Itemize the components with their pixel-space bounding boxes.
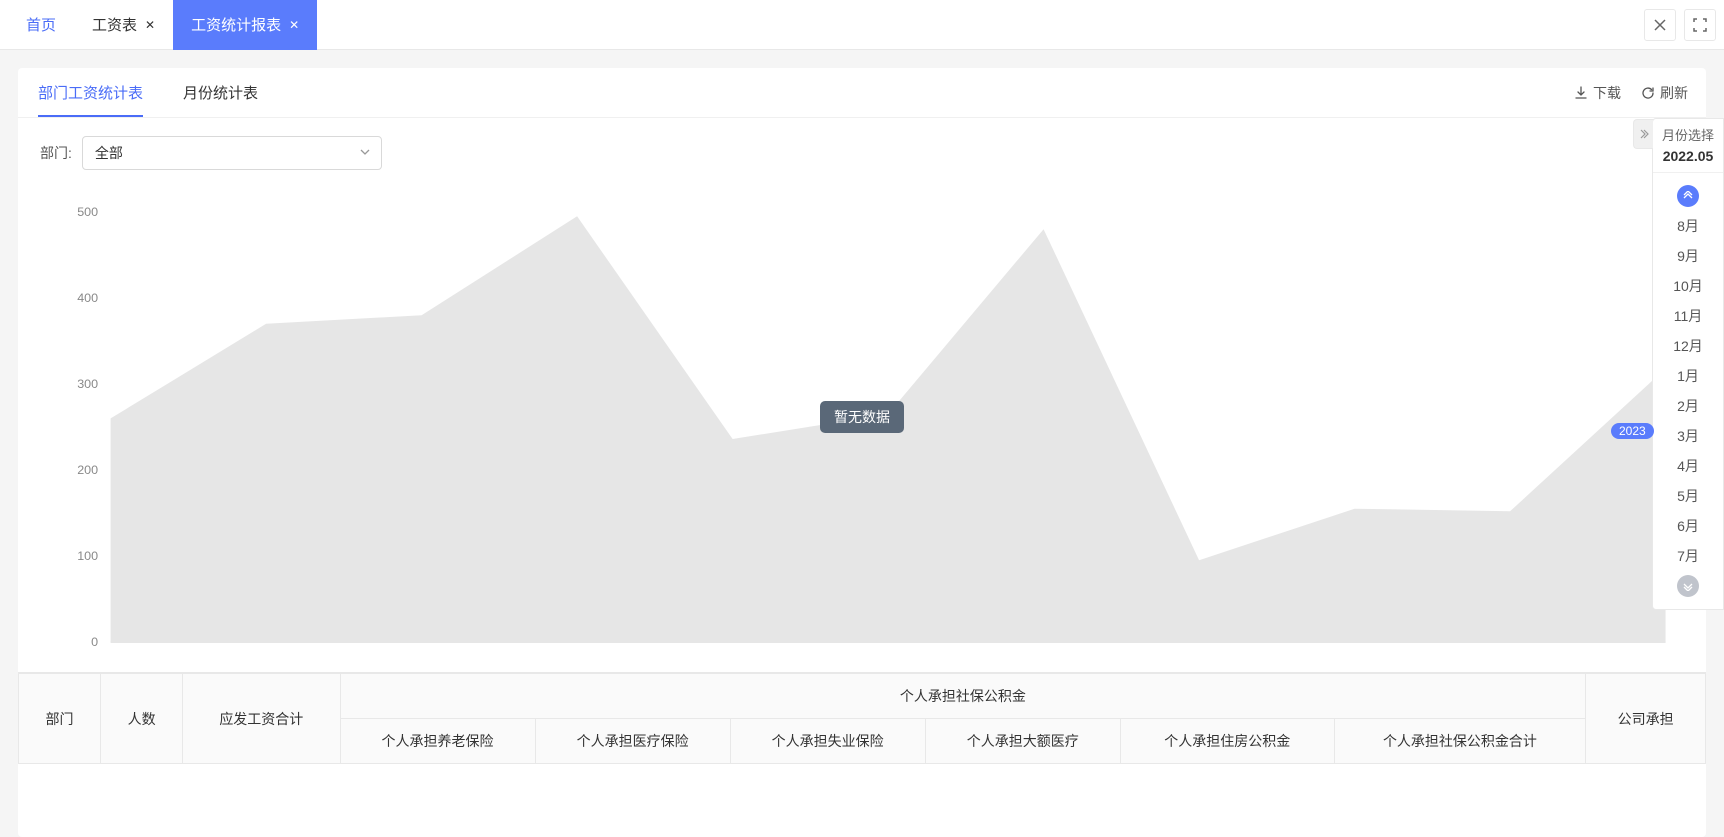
no-data-text: 暂无数据 xyxy=(834,409,890,425)
close-icon[interactable]: ✕ xyxy=(289,18,299,32)
month-item[interactable]: 1月 xyxy=(1653,361,1723,391)
sub-tabs: 部门工资统计表 月份统计表 xyxy=(18,68,278,117)
dept-select[interactable]: 全部 xyxy=(82,136,382,170)
scroll-up-button[interactable] xyxy=(1677,185,1699,207)
col-pension: 个人承担养老保险 xyxy=(340,719,535,764)
refresh-icon xyxy=(1641,86,1655,100)
col-company-partial: 公司承担 xyxy=(1586,674,1706,764)
content-card: 部门工资统计表 月份统计表 下载 刷新 部门: 全部 xyxy=(18,68,1706,837)
download-icon xyxy=(1574,86,1588,100)
main-content-area: 部门工资统计表 月份统计表 下载 刷新 部门: 全部 xyxy=(0,50,1724,837)
download-label: 下载 xyxy=(1593,83,1621,103)
month-item[interactable]: 2月 xyxy=(1653,391,1723,421)
top-tabs-bar: 首页 工资表 ✕ 工资统计报表 ✕ xyxy=(0,0,1724,50)
tab-label: 工资统计报表 xyxy=(191,14,281,35)
svg-text:200: 200 xyxy=(77,463,98,477)
svg-text:0: 0 xyxy=(91,635,98,649)
month-item[interactable]: 12月 xyxy=(1653,331,1723,361)
col-unemployment: 个人承担失业保险 xyxy=(730,719,925,764)
chart-container: 0 100 200 300 400 500 暂无数据 xyxy=(18,182,1706,672)
svg-text:400: 400 xyxy=(77,291,98,305)
subtab-dept-stats[interactable]: 部门工资统计表 xyxy=(18,68,163,117)
month-item[interactable]: 8月 xyxy=(1653,211,1723,241)
salary-table: 部门 人数 应发工资合计 个人承担社保公积金 公司承担 个人承担养老保险 个人承… xyxy=(18,673,1706,764)
col-dept: 部门 xyxy=(19,674,101,764)
top-tabs-right-actions xyxy=(1644,9,1716,41)
month-panel-title: 月份选择 xyxy=(1653,119,1723,146)
select-value: 全部 xyxy=(95,145,123,161)
refresh-label: 刷新 xyxy=(1660,83,1688,103)
sub-tabs-row: 部门工资统计表 月份统计表 下载 刷新 xyxy=(18,68,1706,118)
col-medical: 个人承担医疗保险 xyxy=(535,719,730,764)
month-select-panel: 月份选择 2022.05 8月9月10月11月12月1月2月3月4月5月6月7月… xyxy=(1652,118,1724,610)
col-total-salary: 应发工资合计 xyxy=(183,674,340,764)
download-button[interactable]: 下载 xyxy=(1574,83,1621,103)
col-major-medical: 个人承担大额医疗 xyxy=(925,719,1120,764)
month-item[interactable]: 5月 xyxy=(1653,481,1723,511)
tab-salary-sheet[interactable]: 工资表 ✕ xyxy=(74,0,173,50)
fullscreen-button[interactable] xyxy=(1684,9,1716,41)
tab-label: 工资表 xyxy=(92,14,137,35)
chevron-down-icon xyxy=(1683,581,1693,591)
year-badge: 2023 xyxy=(1611,423,1654,439)
subtab-month-stats[interactable]: 月份统计表 xyxy=(163,68,278,117)
month-item[interactable]: 6月 xyxy=(1653,511,1723,541)
svg-text:300: 300 xyxy=(77,377,98,391)
dept-filter-label: 部门: xyxy=(40,143,72,163)
collapse-handle[interactable] xyxy=(1633,119,1653,149)
tab-home[interactable]: 首页 xyxy=(8,0,74,50)
svg-text:500: 500 xyxy=(77,205,98,219)
chevron-down-icon xyxy=(359,145,371,161)
month-item[interactable]: 11月 xyxy=(1653,301,1723,331)
refresh-button[interactable]: 刷新 xyxy=(1641,83,1688,103)
table-container: 部门 人数 应发工资合计 个人承担社保公积金 公司承担 个人承担养老保险 个人承… xyxy=(18,672,1706,764)
month-panel-selected: 2022.05 xyxy=(1653,146,1723,173)
col-insurance-total: 个人承担社保公积金合计 xyxy=(1334,719,1586,764)
scroll-down-button[interactable] xyxy=(1677,575,1699,597)
chevron-up-icon xyxy=(1683,191,1693,201)
svg-text:100: 100 xyxy=(77,549,98,563)
month-item[interactable]: 9月 xyxy=(1653,241,1723,271)
sub-actions: 下载 刷新 xyxy=(1574,83,1688,103)
fullscreen-icon xyxy=(1693,18,1707,32)
tab-label: 首页 xyxy=(26,14,56,35)
no-data-badge: 暂无数据 xyxy=(820,401,904,433)
month-item[interactable]: 10月 xyxy=(1653,271,1723,301)
col-group-personal-insurance: 个人承担社保公积金 xyxy=(340,674,1586,719)
subtab-label: 月份统计表 xyxy=(183,85,258,102)
filter-row: 部门: 全部 xyxy=(18,118,1706,182)
col-count: 人数 xyxy=(101,674,183,764)
subtab-label: 部门工资统计表 xyxy=(38,85,143,102)
close-icon xyxy=(1653,18,1667,32)
tab-salary-report[interactable]: 工资统计报表 ✕ xyxy=(173,0,317,50)
close-all-button[interactable] xyxy=(1644,9,1676,41)
month-item[interactable]: 3月 xyxy=(1653,421,1723,451)
month-item[interactable]: 4月 xyxy=(1653,451,1723,481)
month-item[interactable]: 7月 xyxy=(1653,541,1723,571)
chevron-right-icon xyxy=(1639,129,1649,139)
col-housing-fund: 个人承担住房公积金 xyxy=(1120,719,1334,764)
close-icon[interactable]: ✕ xyxy=(145,18,155,32)
month-list: 8月9月10月11月12月1月2月3月4月5月6月7月 xyxy=(1653,173,1723,609)
